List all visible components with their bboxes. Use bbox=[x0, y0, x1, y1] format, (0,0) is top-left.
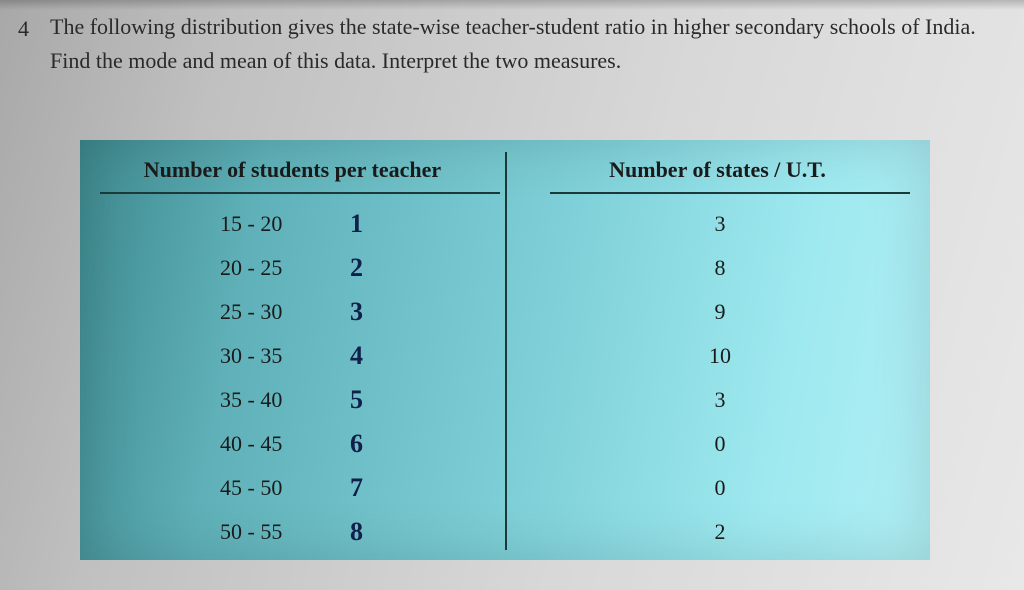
header-rule-left bbox=[100, 192, 500, 194]
cell-value: 10 bbox=[680, 343, 760, 369]
table-row: 45 - 50 7 0 bbox=[80, 466, 930, 510]
page: 4 The following distribution gives the s… bbox=[0, 0, 1024, 590]
handwritten-index: 4 bbox=[350, 341, 363, 371]
page-top-shadow bbox=[0, 0, 1024, 10]
handwritten-index: 7 bbox=[350, 473, 363, 503]
handwritten-index: 2 bbox=[350, 253, 363, 283]
header-rule-right bbox=[550, 192, 910, 194]
cell-value: 0 bbox=[680, 475, 760, 501]
distribution-table: Number of students per teacher Number of… bbox=[80, 140, 930, 560]
handwritten-index: 6 bbox=[350, 429, 363, 459]
cell-value: 2 bbox=[680, 519, 760, 545]
table-row: 35 - 40 5 3 bbox=[80, 378, 930, 422]
table-row: 15 - 20 1 3 bbox=[80, 202, 930, 246]
question-text: The following distribution gives the sta… bbox=[50, 10, 984, 78]
table-row: 50 - 55 8 2 bbox=[80, 510, 930, 554]
table-row: 40 - 45 6 0 bbox=[80, 422, 930, 466]
cell-value: 8 bbox=[680, 255, 760, 281]
handwritten-index: 8 bbox=[350, 517, 363, 547]
cell-range: 30 - 35 bbox=[220, 343, 340, 369]
question-number: 4 bbox=[18, 16, 29, 42]
table-row: 25 - 30 3 9 bbox=[80, 290, 930, 334]
cell-range: 35 - 40 bbox=[220, 387, 340, 413]
cell-range: 15 - 20 bbox=[220, 211, 340, 237]
table-row: 20 - 25 2 8 bbox=[80, 246, 930, 290]
handwritten-index: 3 bbox=[350, 297, 363, 327]
cell-value: 9 bbox=[680, 299, 760, 325]
cell-range: 40 - 45 bbox=[220, 431, 340, 457]
cell-value: 3 bbox=[680, 387, 760, 413]
column-header-right: Number of states / U.T. bbox=[505, 150, 930, 190]
cell-range: 50 - 55 bbox=[220, 519, 340, 545]
cell-range: 25 - 30 bbox=[220, 299, 340, 325]
cell-range: 45 - 50 bbox=[220, 475, 340, 501]
column-header-left: Number of students per teacher bbox=[80, 150, 505, 190]
cell-value: 3 bbox=[680, 211, 760, 237]
handwritten-index: 5 bbox=[350, 385, 363, 415]
cell-value: 0 bbox=[680, 431, 760, 457]
cell-range: 20 - 25 bbox=[220, 255, 340, 281]
table-row: 30 - 35 4 10 bbox=[80, 334, 930, 378]
handwritten-index: 1 bbox=[350, 209, 363, 239]
